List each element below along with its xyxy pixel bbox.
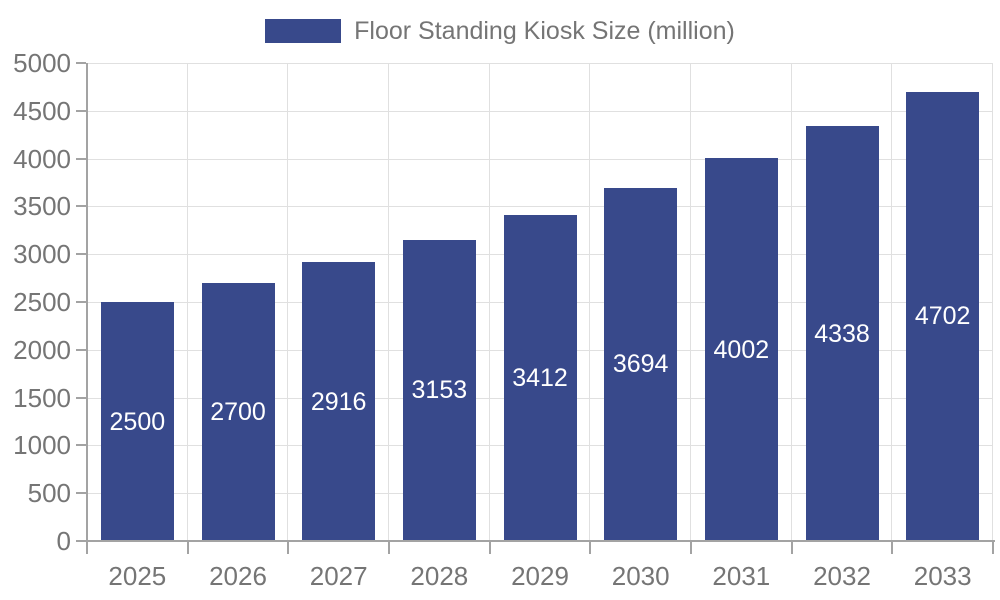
bar-2031: 4002 [704, 158, 778, 541]
gridline-vertical [589, 63, 591, 541]
x-axis-label: 2029 [511, 561, 569, 591]
bar-value-label: 4002 [713, 335, 770, 364]
y-axis-tick [76, 301, 86, 303]
y-axis-tick [76, 348, 86, 351]
x-axis-tick [690, 542, 692, 554]
gridline-horizontal [87, 206, 993, 208]
y-axis-label: 4000 [13, 143, 71, 174]
x-axis-label: 2031 [712, 561, 771, 591]
y-axis-label: 0 [56, 526, 71, 556]
gridline-vertical [186, 63, 188, 541]
x-axis-tick [287, 542, 290, 554]
y-axis-label: 1500 [13, 382, 71, 413]
x-axis-tick [992, 542, 994, 554]
y-axis-tick [76, 205, 86, 208]
plot-area: 0 500 1000 1500 2000 2500 3000 3500 4000 4500 5000… [13, 48, 995, 591]
x-axis-tick [86, 542, 88, 554]
gridline-vertical [891, 63, 893, 541]
gridline-horizontal [87, 158, 993, 160]
y-axis-tick [76, 109, 86, 112]
bar-2029: 3412 [503, 214, 577, 541]
bar-2030: 3694 [604, 187, 678, 541]
y-axis-tick [76, 62, 86, 64]
y-axis-label: 2500 [13, 287, 71, 317]
x-axis-label: 2028 [410, 561, 469, 591]
gridline-vertical [690, 63, 691, 541]
y-axis-label: 4500 [13, 95, 71, 126]
bar-2025: 2500 [100, 302, 174, 541]
bar-value-label: 4702 [914, 302, 971, 331]
gridline-horizontal [87, 63, 993, 64]
x-axis-label: 2032 [813, 561, 871, 591]
y-axis-label: 5000 [13, 48, 71, 78]
bar-value-label: 3694 [612, 350, 669, 379]
legend-swatch-icon [265, 19, 342, 43]
bar-2027: 2916 [302, 262, 376, 541]
y-axis-tick [76, 157, 86, 160]
x-axis-label: 2026 [209, 561, 267, 591]
bar-value-label: 2916 [310, 387, 367, 416]
gridline-horizontal [87, 110, 993, 112]
y-axis-label: 2000 [13, 334, 71, 365]
x-axis-tick [186, 542, 189, 554]
gridline-vertical [790, 63, 792, 541]
bar-2026: 2700 [201, 282, 275, 541]
bar-value-label: 4338 [814, 319, 870, 348]
y-axis-tick [76, 540, 86, 542]
y-axis-tick [76, 444, 86, 447]
y-axis-label: 500 [27, 478, 71, 509]
x-axis-label: 2025 [108, 561, 167, 591]
y-axis-tick [76, 396, 86, 399]
x-axis-tick [790, 542, 793, 554]
y-axis-label: 1000 [13, 430, 71, 461]
bar-2033: 4702 [906, 91, 980, 541]
bar-2028: 3153 [402, 239, 476, 541]
x-axis-tick [388, 542, 390, 554]
y-axis-line [86, 63, 88, 541]
y-axis-tick [76, 253, 86, 256]
legend-label: Floor Standing Kiosk Size (million) [354, 17, 735, 45]
y-axis-tick [76, 492, 86, 495]
x-axis-tick [488, 542, 491, 554]
bar-value-label: 2700 [210, 397, 266, 426]
gridline-vertical [287, 63, 289, 541]
bar-value-label: 2500 [109, 407, 166, 436]
x-axis-label: 2033 [913, 561, 972, 591]
x-axis-tick [589, 542, 592, 554]
gridline-vertical [992, 63, 993, 541]
x-axis-label: 2027 [309, 561, 368, 591]
legend[interactable]: Floor Standing Kiosk Size (million) [0, 18, 1000, 44]
bar-value-label: 3153 [411, 376, 468, 405]
bar-2032: 4338 [805, 126, 879, 541]
gridline-vertical [388, 63, 389, 541]
y-axis-label: 3000 [13, 239, 71, 270]
x-axis-label: 2030 [611, 561, 670, 591]
x-axis-tick [891, 542, 894, 554]
gridline-vertical [488, 63, 490, 541]
x-axis-line [86, 540, 995, 542]
bar-value-label: 3412 [512, 363, 568, 392]
y-axis-label: 3500 [13, 191, 71, 222]
